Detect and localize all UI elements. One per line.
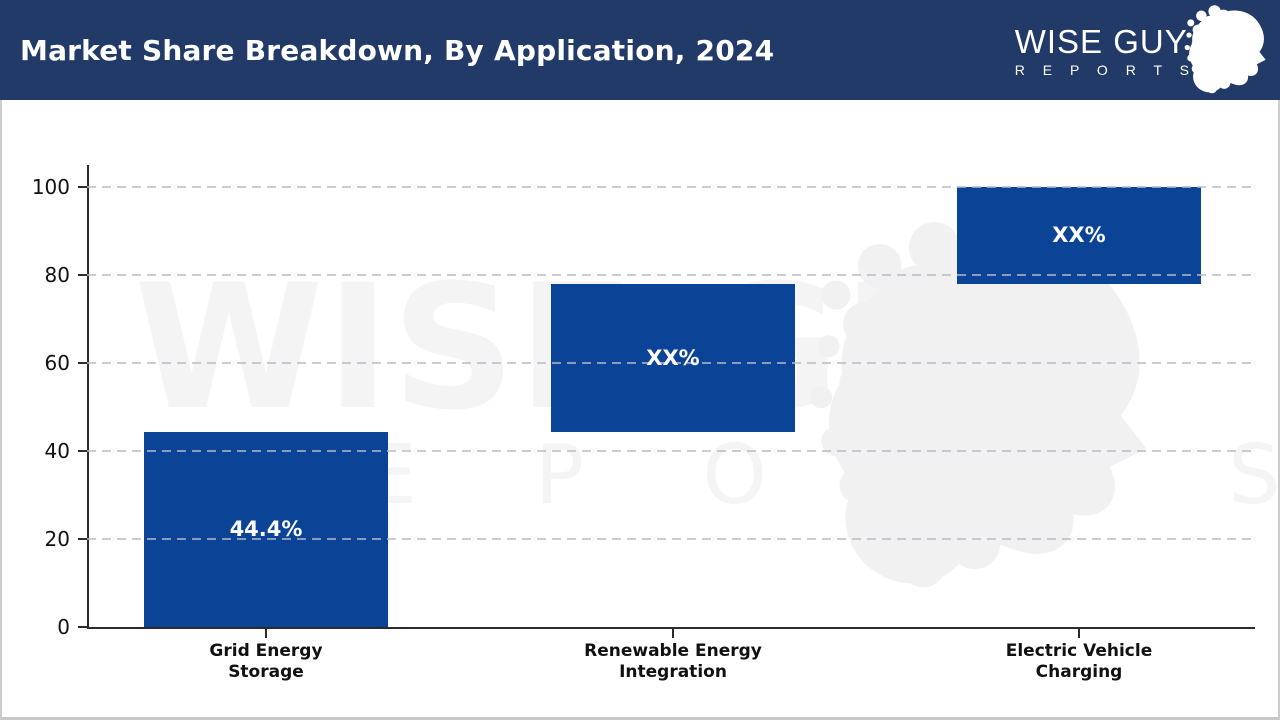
y-axis-line — [87, 165, 89, 629]
bar-value-label-2: XX% — [646, 345, 700, 370]
y-tick-mark — [78, 186, 87, 188]
y-tick-mark — [78, 274, 87, 276]
bar-3 — [957, 187, 1201, 284]
bar-value-label-3: XX% — [1052, 223, 1106, 248]
header-bar: Market Share Breakdown, By Application, … — [0, 0, 1280, 100]
logo-text: WISE GUY R E P O R T S — [1014, 22, 1196, 78]
x-tick-mark — [672, 629, 674, 638]
page-title: Market Share Breakdown, By Application, … — [20, 33, 775, 67]
y-tick-label: 40 — [44, 439, 70, 463]
y-tick-mark — [78, 450, 87, 452]
y-tick-mark — [78, 626, 87, 628]
gridline-60 — [87, 362, 1255, 364]
gridline-40 — [87, 450, 1255, 452]
wise-guy-logo: WISE GUY R E P O R T S — [1015, 4, 1270, 98]
x-tick-mark — [1078, 629, 1080, 638]
y-tick-label: 20 — [44, 527, 70, 551]
y-tick-mark — [78, 538, 87, 540]
category-label-1: Grid Energy Storage — [209, 641, 323, 682]
category-label-2: Renewable Energy Integration — [584, 641, 762, 682]
x-tick-mark — [265, 629, 267, 638]
y-tick-label: 60 — [44, 351, 70, 375]
x-axis-line — [87, 627, 1255, 629]
bar-2 — [551, 283, 795, 432]
y-tick-label: 0 — [57, 615, 70, 639]
logo-wordmark: WISE GUY — [1014, 22, 1188, 60]
gridline-80 — [87, 274, 1255, 276]
gridline-20 — [87, 538, 1255, 540]
y-tick-mark — [78, 362, 87, 364]
y-tick-label: 80 — [44, 263, 70, 287]
gridline-100 — [87, 186, 1255, 188]
category-label-3: Electric Vehicle Charging — [1005, 641, 1153, 682]
bar-value-label-1: 44.4% — [229, 517, 303, 542]
logo-face-icon — [1184, 5, 1266, 94]
bar-1 — [144, 431, 388, 627]
logo-reports-label: R E P O R T S — [1014, 61, 1196, 78]
y-tick-label: 100 — [31, 175, 70, 199]
